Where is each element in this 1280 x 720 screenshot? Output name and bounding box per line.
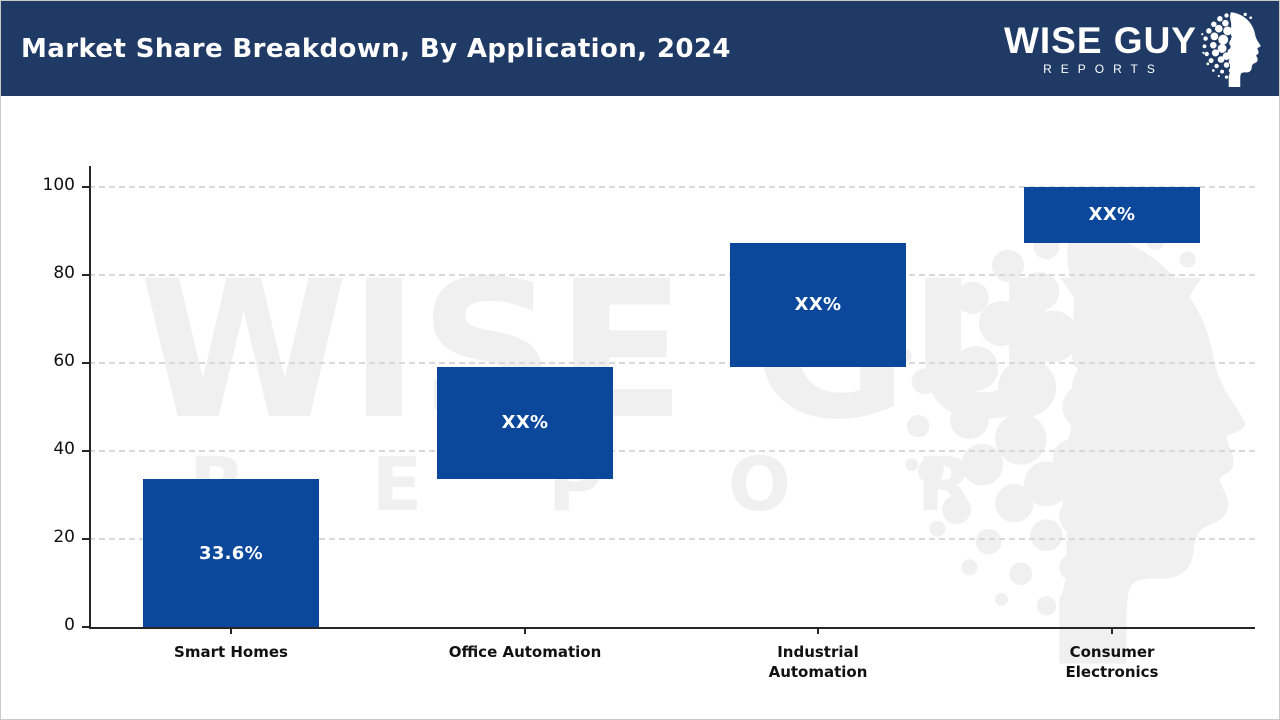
y-tick-label-20: 20 — [53, 527, 75, 547]
gridline-40 — [89, 450, 1255, 452]
category-label-line: Office Automation — [448, 643, 602, 661]
x-tick-1 — [524, 627, 526, 634]
y-tick-label-80: 80 — [53, 263, 75, 283]
category-label: Office Automation — [415, 642, 635, 662]
bar-value-label: XX% — [1088, 204, 1136, 226]
y-tick-100 — [82, 186, 89, 188]
logo-wordmark: WISE GUY — [1003, 20, 1197, 61]
page-title: Market Share Breakdown, By Application, … — [21, 33, 731, 64]
bar-value-label: 33.6% — [199, 542, 263, 564]
category-label-line: Industrial — [777, 643, 859, 661]
gridline-20 — [89, 538, 1255, 540]
y-tick-label-40: 40 — [53, 439, 75, 459]
bar-value-label: XX% — [501, 412, 549, 434]
logo-text: WISE GUY REPORTS — [1004, 22, 1197, 75]
y-tick-label-100: 100 — [42, 175, 75, 195]
watermark-dot-head-icon — [898, 227, 1246, 664]
x-tick-2 — [817, 627, 819, 634]
category-label: Smart Homes — [121, 642, 341, 662]
bar-segment: XX% — [730, 242, 906, 367]
y-tick-label-60: 60 — [53, 351, 75, 371]
y-tick-label-0: 0 — [64, 615, 75, 635]
category-label-line: Automation — [768, 663, 868, 681]
wise-guy-logo: WISE GUY REPORTS — [1004, 10, 1265, 87]
x-axis-line — [89, 627, 1255, 629]
header: Market Share Breakdown, By Application, … — [1, 1, 1279, 96]
x-tick-3 — [1111, 627, 1113, 634]
bar-value-label: XX% — [794, 294, 842, 316]
gridline-60 — [89, 362, 1255, 364]
bar-segment: 33.6% — [143, 479, 319, 627]
bar-segment: XX% — [437, 366, 613, 480]
y-axis-line — [89, 166, 91, 629]
y-tick-20 — [82, 538, 89, 540]
y-tick-40 — [82, 450, 89, 452]
waterfall-chart: WISE GUY R E P O R T S 0 20 40 60 80 100 33.6%… — [1, 96, 1279, 719]
category-label-line: Consumer — [1069, 643, 1155, 661]
logo-subtitle: REPORTS — [1043, 62, 1164, 76]
x-tick-0 — [230, 627, 232, 634]
gridline-100 — [89, 186, 1255, 188]
gridline-80 — [89, 274, 1255, 276]
category-label-line: Smart Homes — [174, 643, 288, 661]
bar-segment: XX% — [1024, 187, 1200, 243]
category-label-line: Electronics — [1065, 663, 1159, 681]
y-tick-60 — [82, 362, 89, 364]
y-tick-80 — [82, 274, 89, 276]
category-label: Industrial Automation — [708, 642, 928, 682]
dot-head-logo-icon — [1201, 12, 1261, 87]
y-tick-0 — [82, 626, 89, 628]
category-label: Consumer Electronics — [1002, 642, 1222, 682]
